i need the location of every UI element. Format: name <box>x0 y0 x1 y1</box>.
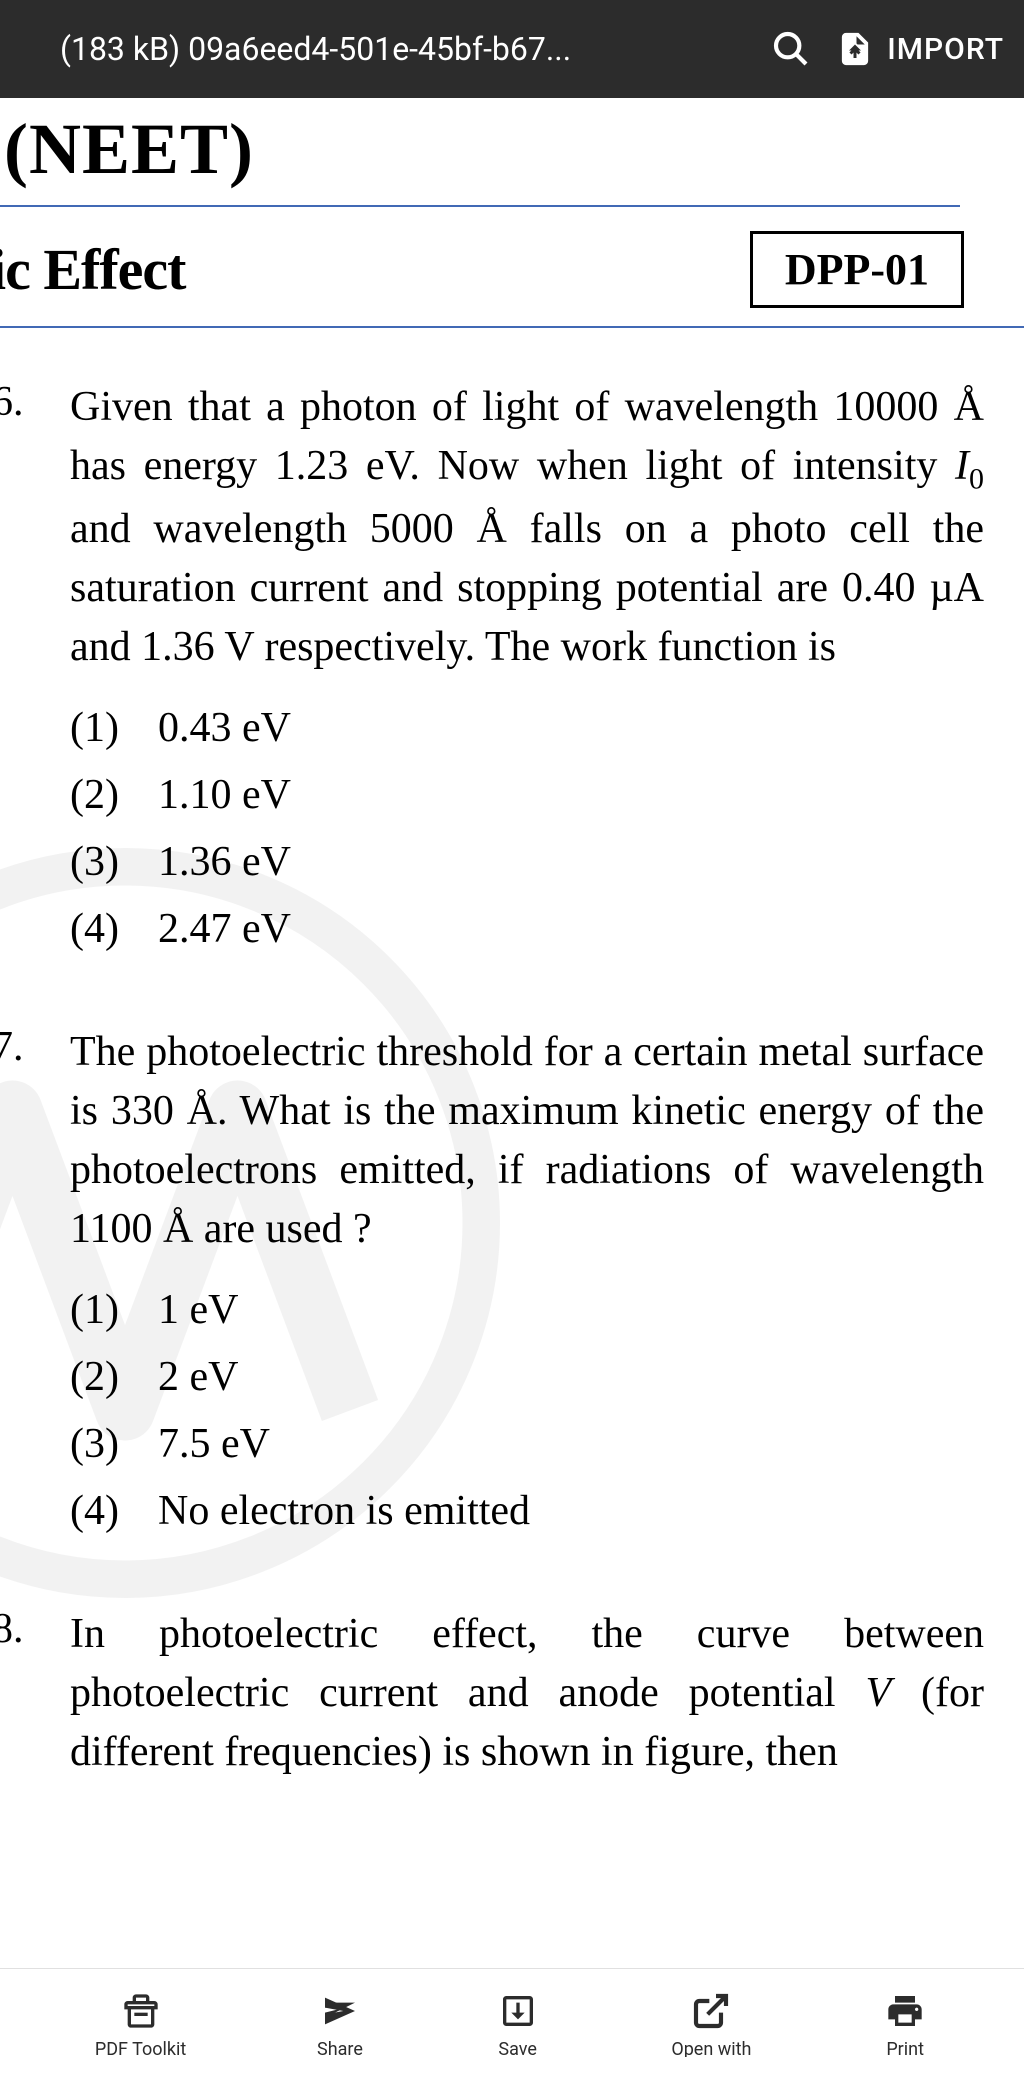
option-number: (3) <box>70 829 140 896</box>
option-item: (4) 2.47 eV <box>70 896 984 963</box>
option-item: (4) No electron is emitted <box>70 1478 984 1545</box>
bottom-label: Share <box>317 2039 363 2057</box>
option-item: (3) 7.5 eV <box>70 1411 984 1478</box>
option-item: (1) 0.43 eV <box>70 695 984 762</box>
question-number: 7. <box>0 1023 62 1545</box>
question-item: 8.In photoelectric effect, the curve bet… <box>0 1605 984 1799</box>
option-text: 2 eV <box>158 1344 238 1411</box>
options-list: (1) 1 eV (2) 2 eV (3) 7.5 eV (4) No electron is… <box>70 1277 984 1546</box>
document-main-header: ) (NEET) <box>0 98 984 191</box>
print-icon <box>881 1987 929 2035</box>
open-with-button[interactable]: Open with <box>671 1987 751 2057</box>
option-item: (2) 2 eV <box>70 1344 984 1411</box>
option-text: 0.43 eV <box>158 695 291 762</box>
print-button[interactable]: Print <box>881 1987 929 2057</box>
import-button[interactable]: IMPORT <box>835 29 1004 69</box>
import-label: IMPORT <box>887 32 1004 67</box>
option-number: (2) <box>70 1344 140 1411</box>
file-title: (183 kB) 09a6eed4-501e-45bf-b67... <box>60 30 747 68</box>
section-header-row: ic Effect DPP-01 <box>0 207 1024 318</box>
option-text: 1.10 eV <box>158 762 291 829</box>
option-text: 7.5 eV <box>158 1411 270 1478</box>
question-number: 6. <box>0 378 62 963</box>
share-button[interactable]: Share <box>316 1987 364 2057</box>
question-item: 6.Given that a photon of light of wavele… <box>0 378 984 963</box>
save-icon <box>494 1987 542 2035</box>
app-top-bar: (183 kB) 09a6eed4-501e-45bf-b67... IMPOR… <box>0 0 1024 98</box>
question-body: In photoelectric effect, the curve betwe… <box>70 1605 984 1799</box>
dpp-badge: DPP-01 <box>750 231 964 308</box>
import-file-icon <box>835 29 875 69</box>
option-text: 1.36 eV <box>158 829 291 896</box>
bottom-label: PDF Toolkit <box>95 2039 186 2057</box>
bottom-label: Save <box>498 2039 537 2057</box>
option-number: (1) <box>70 1277 140 1344</box>
option-item: (3) 1.36 eV <box>70 829 984 896</box>
search-icon[interactable] <box>767 25 815 73</box>
question-text: Given that a photon of light of waveleng… <box>70 378 984 677</box>
bottom-label: Open with <box>671 2039 751 2057</box>
document-viewport: ) (NEET) ic Effect DPP-01 6.Given that a… <box>0 98 1024 1968</box>
question-text: The photoelectric threshold for a certai… <box>70 1023 984 1258</box>
option-number: (4) <box>70 1478 140 1545</box>
option-text: No electron is emitted <box>158 1478 530 1545</box>
question-number: 8. <box>0 1605 62 1799</box>
question-body: The photoelectric threshold for a certai… <box>70 1023 984 1545</box>
option-text: 1 eV <box>158 1277 238 1344</box>
section-title: ic Effect <box>0 236 185 303</box>
option-item: (1) 1 eV <box>70 1277 984 1344</box>
option-number: (1) <box>70 695 140 762</box>
toolkit-icon <box>117 1987 165 2035</box>
options-list: (1) 0.43 eV (2) 1.10 eV (3) 1.36 eV (4) 2.47 eV <box>70 695 984 964</box>
open-external-icon <box>687 1987 735 2035</box>
option-text: 2.47 eV <box>158 896 291 963</box>
option-item: (2) 1.10 eV <box>70 762 984 829</box>
save-button[interactable]: Save <box>494 1987 542 2057</box>
option-number: (2) <box>70 762 140 829</box>
bottom-action-bar: PDF Toolkit Share Save <box>0 1968 1024 2074</box>
pdf-toolkit-button[interactable]: PDF Toolkit <box>95 1987 186 2057</box>
option-number: (4) <box>70 896 140 963</box>
question-item: 7.The photoelectric threshold for a cert… <box>0 1023 984 1545</box>
option-number: (3) <box>70 1411 140 1478</box>
question-body: Given that a photon of light of waveleng… <box>70 378 984 963</box>
questions-container: 6.Given that a photon of light of wavele… <box>0 328 1024 1800</box>
share-icon <box>316 1987 364 2035</box>
bottom-label: Print <box>886 2039 924 2057</box>
question-text: In photoelectric effect, the curve betwe… <box>70 1605 984 1781</box>
